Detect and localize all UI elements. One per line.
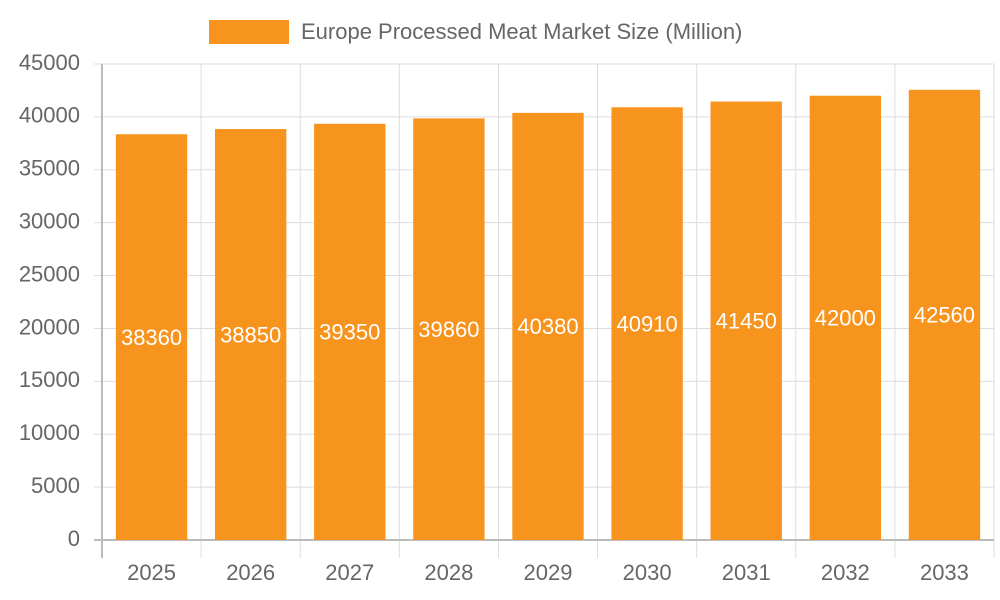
data-label: 42000 — [815, 306, 876, 331]
bar — [710, 101, 782, 540]
bar — [314, 123, 386, 541]
y-tick-label: 5000 — [31, 473, 80, 498]
x-tick-label: 2033 — [920, 560, 969, 585]
bar — [611, 107, 683, 540]
y-tick-label: 40000 — [19, 103, 80, 128]
x-tick-label: 2028 — [424, 560, 473, 585]
x-tick-label: 2032 — [821, 560, 870, 585]
data-label: 41450 — [716, 309, 777, 334]
bar — [413, 118, 485, 540]
data-label: 38360 — [121, 325, 182, 350]
x-tick-label: 2031 — [722, 560, 771, 585]
x-tick-label: 2029 — [524, 560, 573, 585]
data-label: 38850 — [220, 322, 281, 347]
data-label: 39860 — [418, 317, 479, 342]
data-label: 40910 — [617, 311, 678, 336]
bar — [115, 134, 188, 540]
y-tick-label: 20000 — [19, 314, 80, 339]
y-tick-label: 25000 — [19, 261, 80, 286]
x-tick-label: 2030 — [623, 560, 672, 585]
legend-label: Europe Processed Meat Market Size (Milli… — [301, 19, 742, 44]
x-tick-label: 2027 — [325, 560, 374, 585]
bar — [214, 129, 287, 540]
y-tick-label: 45000 — [19, 50, 80, 75]
y-tick-label: 15000 — [19, 367, 80, 392]
bar — [908, 89, 981, 540]
y-tick-label: 10000 — [19, 420, 80, 445]
data-label: 40380 — [517, 314, 578, 339]
legend-swatch — [209, 20, 289, 44]
y-tick-label: 35000 — [19, 156, 80, 181]
x-tick-label: 2025 — [127, 560, 176, 585]
y-tick-label: 0 — [68, 526, 80, 551]
data-label: 39350 — [319, 320, 380, 345]
bar — [512, 112, 584, 541]
x-tick-label: 2026 — [226, 560, 275, 585]
y-tick-label: 30000 — [19, 208, 80, 233]
data-label: 42560 — [914, 303, 975, 328]
bar — [809, 95, 882, 540]
